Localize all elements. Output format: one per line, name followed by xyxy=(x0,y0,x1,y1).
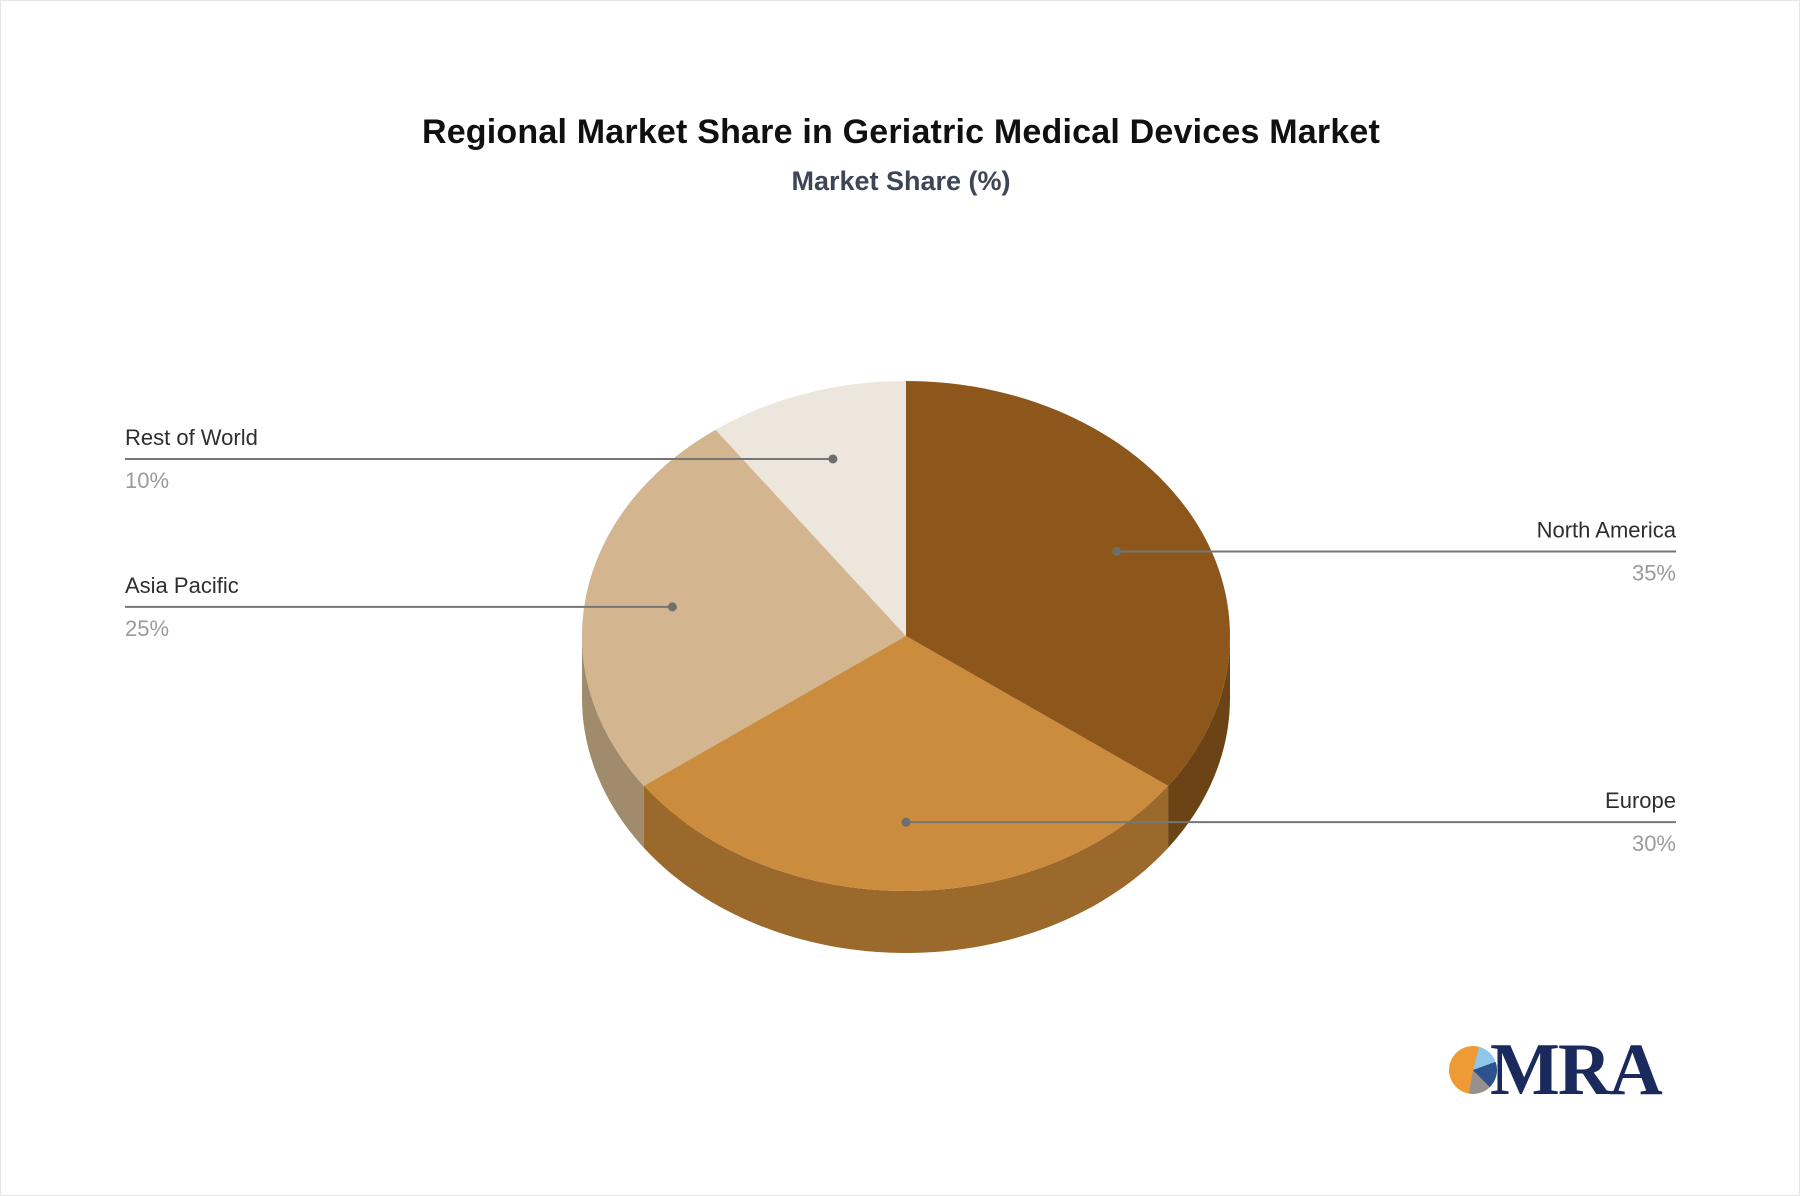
connector-dot-asia-pacific xyxy=(667,602,677,612)
slice-pct-europe: 30% xyxy=(1632,831,1676,856)
slice-label-north-america: North America xyxy=(1537,517,1677,542)
connector-dot-north-america xyxy=(1112,546,1122,556)
slice-label-rest-of-world: Rest of World xyxy=(125,425,258,450)
connector-dot-rest-of-world xyxy=(828,454,838,464)
pie-slice-rim-europe xyxy=(643,785,1169,953)
pie-slice-rest-of-world[interactable] xyxy=(715,381,906,636)
pie-slice-asia-pacific[interactable] xyxy=(581,429,906,786)
slice-label-europe: Europe xyxy=(1605,788,1676,813)
pie-slice-north-america[interactable] xyxy=(906,381,1230,786)
pie-slice-rim-asia-pacific xyxy=(582,636,644,848)
mra-logo-pie-icon xyxy=(1449,1046,1497,1094)
slice-pct-rest-of-world: 10% xyxy=(125,468,169,493)
slice-pct-north-america: 35% xyxy=(1632,560,1676,585)
pie-slice-rim-north-america xyxy=(1168,636,1230,848)
pie-slice-europe[interactable] xyxy=(643,636,1169,891)
connector-dot-europe xyxy=(901,817,911,827)
slice-pct-asia-pacific: 25% xyxy=(125,616,169,641)
mra-logo-text: MRA xyxy=(1490,1029,1663,1111)
slice-label-asia-pacific: Asia Pacific xyxy=(125,573,239,598)
mra-logo: MRA xyxy=(1449,1029,1663,1111)
